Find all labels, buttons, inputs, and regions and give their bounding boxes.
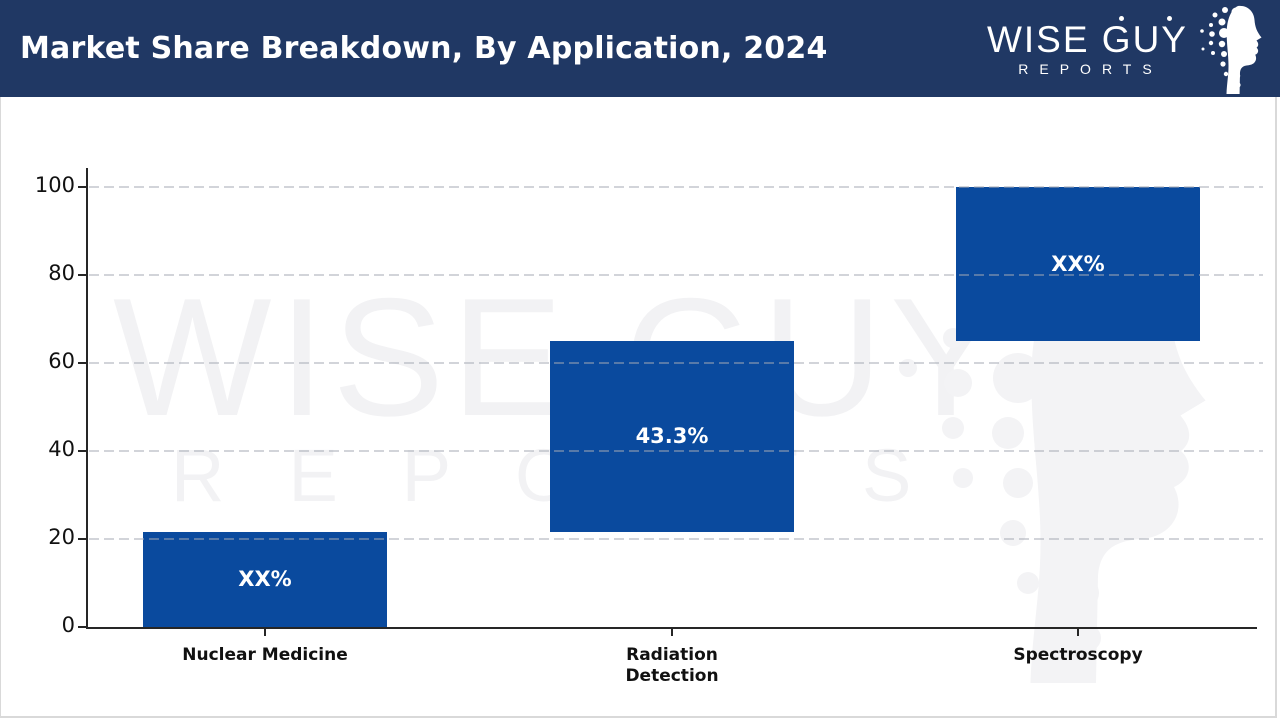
logo-subtext: REPORTS [1018,60,1163,77]
gridline [89,450,1263,452]
y-tick-label: 100 [34,173,75,197]
x-tick [671,629,673,636]
header: Market Share Breakdown, By Application, … [0,0,1280,97]
y-tick [78,186,86,188]
bar-value-label: XX% [238,567,292,592]
y-tick [78,450,86,452]
y-tick [78,274,86,276]
gridline [89,186,1263,188]
logo-dot-icon [1119,15,1124,21]
gridline [89,362,1263,364]
y-axis [86,168,88,629]
bar-value-label: 43.3% [635,424,709,449]
gridline [89,274,1263,276]
y-tick [78,626,86,628]
dotted-face-icon [1200,5,1262,94]
x-category-label: Radiation Detection [625,645,719,686]
waterfall-chart: XX% 43.3% XX% 0 20 40 60 80 100 Nuclear Medicine R… [1,97,1275,716]
y-tick [78,362,86,364]
x-tick [264,629,266,636]
logo-wordmark: WISE GUY [986,18,1188,60]
y-tick-label: 80 [48,261,75,285]
bar: 43.3% [550,341,794,532]
x-category-label: Spectroscopy [1013,645,1143,665]
bar: XX% [956,187,1200,341]
page-title: Market Share Breakdown, By Application, … [20,31,828,66]
y-tick-label: 60 [48,349,75,373]
chart-card: WISE GUY REPORTS XX%43.3%XX%020406080100… [0,97,1277,718]
x-tick [1077,629,1079,636]
bar-value-label: XX% [1051,252,1105,276]
gridline [89,538,1263,540]
bar: XX% [143,531,387,627]
y-tick-label: 20 [48,525,75,549]
x-category-label: Nuclear Medicine [182,645,348,665]
logo-dot-icon [1167,15,1172,21]
logo-wordmark-block: WISE GUY REPORTS [986,15,1188,77]
x-axis [86,627,1257,629]
brand-logo: WISE GUY REPORTS [987,3,1272,95]
y-tick-label: 40 [48,437,75,461]
y-tick-label: 0 [61,613,75,637]
y-tick [78,538,86,540]
